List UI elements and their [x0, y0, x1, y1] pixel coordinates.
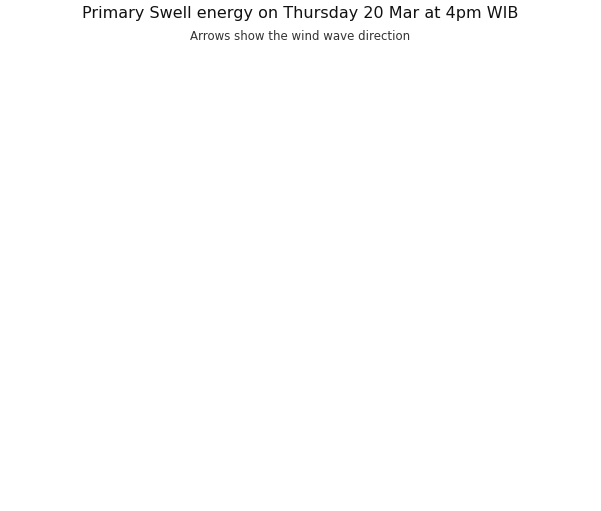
Text: Primary Swell energy on Thursday 20 Mar at 4pm WIB: Primary Swell energy on Thursday 20 Mar …: [82, 6, 519, 21]
Text: cartopy required: cartopy required: [219, 268, 382, 288]
Text: Arrows show the wind wave direction: Arrows show the wind wave direction: [191, 30, 410, 43]
